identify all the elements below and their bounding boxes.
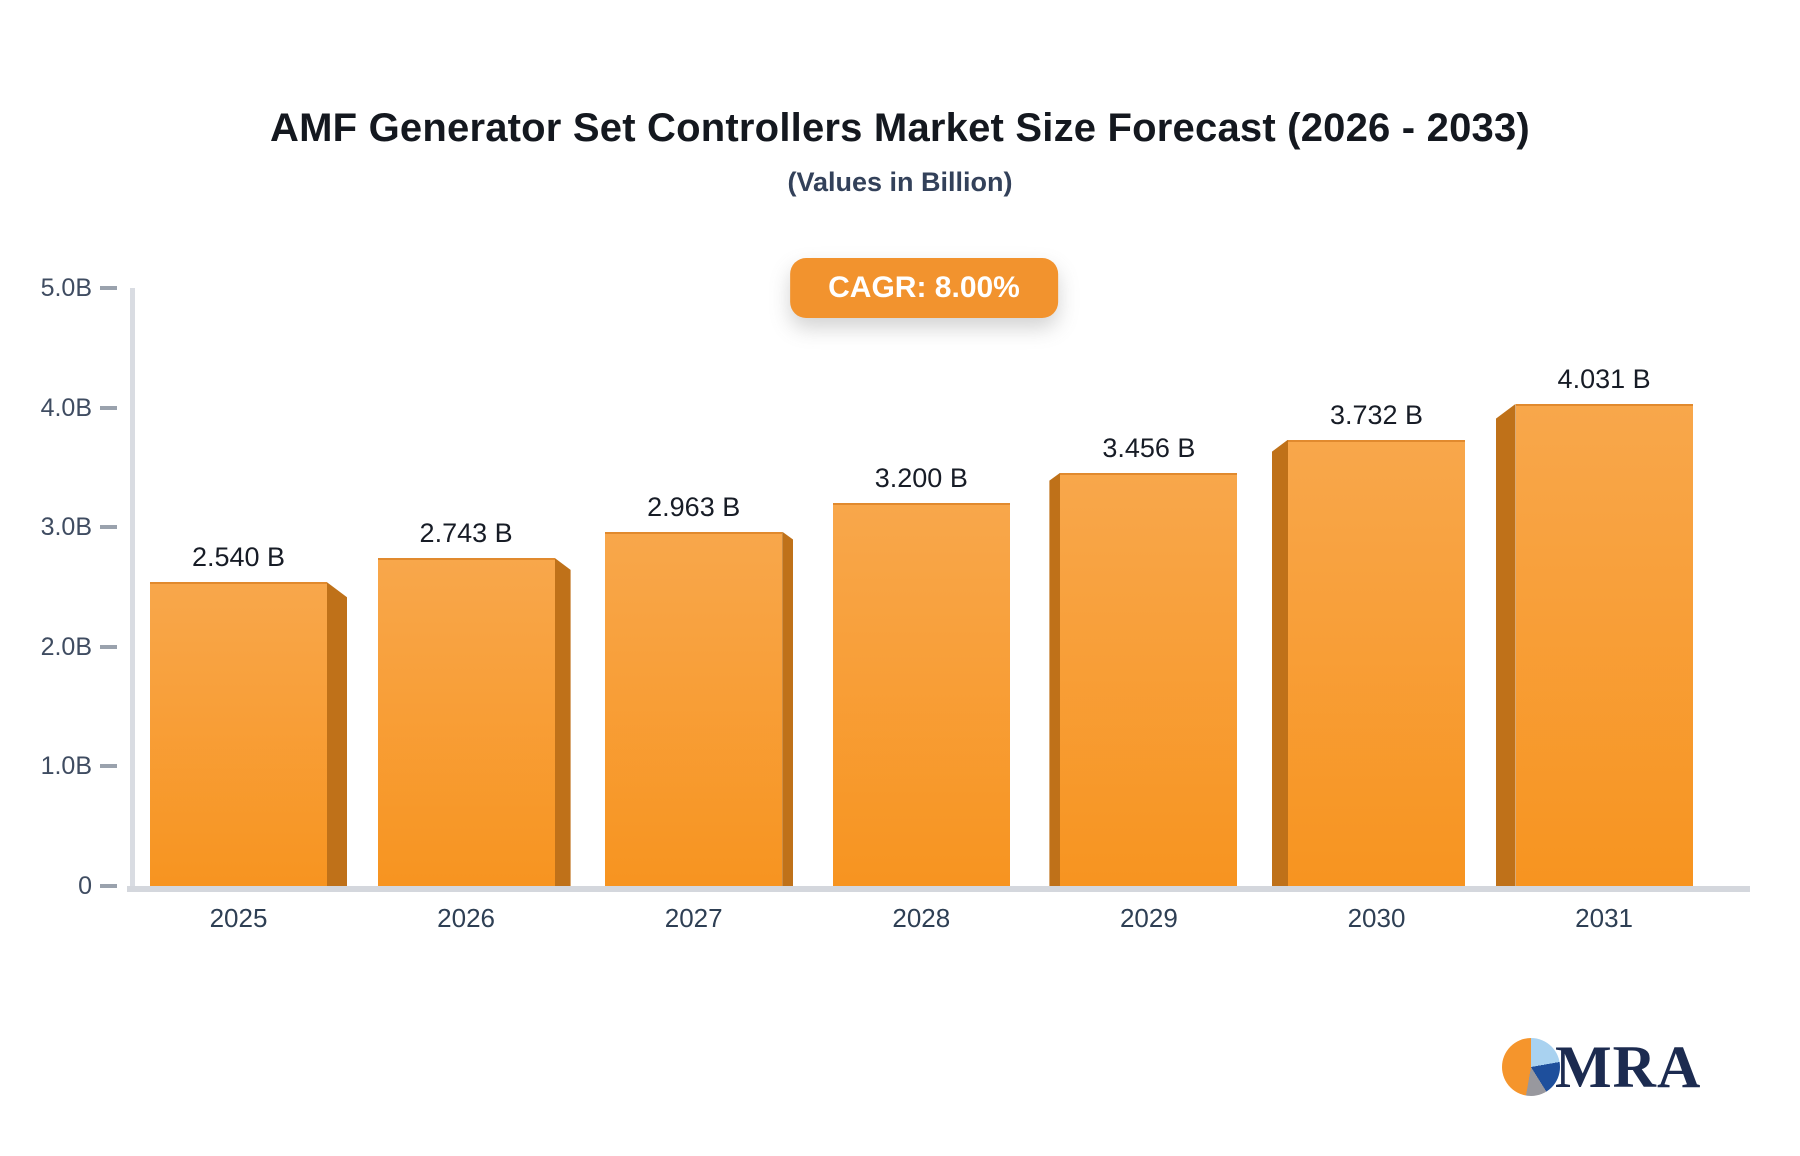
cagr-badge: CAGR: 8.00%	[790, 258, 1058, 318]
y-tick-dash	[100, 525, 117, 530]
pie-chart-icon	[1502, 1038, 1560, 1096]
bar-value-label: 3.456 B	[1102, 432, 1196, 463]
chart-title: AMF Generator Set Controllers Market Siz…	[270, 106, 1530, 150]
bar-value-label: 3.200 B	[874, 463, 968, 494]
y-tick-label: 5.0B	[40, 274, 92, 302]
bar-side-3d	[1495, 403, 1516, 886]
mra-logo-text: MRA	[1555, 1034, 1702, 1100]
bar-value-label: 4.031 B	[1557, 363, 1651, 394]
y-tick-label: 4.0B	[40, 393, 92, 422]
chart-subtitle: (Values in Billion)	[787, 167, 1013, 197]
x-tick-label: 2031	[1575, 903, 1634, 933]
x-tick-label: 2029	[1119, 903, 1178, 933]
bar	[1288, 439, 1465, 886]
y-tick-dash	[100, 286, 117, 290]
bar-value-label: 2.540 B	[191, 542, 286, 573]
bar-value-label: 3.732 B	[1329, 399, 1424, 430]
bar-value-label: 2.963 B	[647, 491, 741, 522]
x-axis-baseline	[127, 886, 1750, 892]
bar-value-label: 2.743 B	[419, 517, 513, 548]
bar	[377, 557, 555, 886]
bar-side-3d	[782, 531, 794, 886]
bar-side-3d	[1049, 472, 1061, 886]
x-tick-label: 2025	[209, 903, 268, 933]
bar	[1515, 403, 1693, 886]
x-tick-label: 2027	[664, 903, 723, 933]
y-tick-dash	[100, 764, 117, 769]
cagr-badge-label: CAGR: 8.00%	[828, 271, 1020, 304]
bar	[605, 531, 783, 886]
y-tick-dash	[100, 884, 117, 888]
y-tick-dash	[100, 644, 117, 649]
y-tick-label: 3.0B	[40, 513, 92, 542]
x-tick-label: 2026	[437, 903, 496, 933]
bar-side-3d	[554, 557, 571, 886]
bar-side-3d	[327, 582, 347, 886]
mra-logo: MRA	[1502, 1037, 1701, 1097]
y-tick-label: 2.0B	[40, 632, 92, 661]
x-tick-label: 2030	[1347, 903, 1406, 933]
bar-side-3d	[1272, 439, 1288, 886]
bar	[832, 503, 1010, 886]
y-tick-label: 1.0B	[40, 752, 92, 781]
y-tick-label: 0	[78, 872, 92, 900]
bar	[1060, 472, 1238, 886]
x-tick-label: 2028	[892, 903, 951, 933]
y-axis-line	[130, 288, 135, 892]
y-tick-dash	[100, 405, 117, 410]
bar	[150, 582, 327, 886]
